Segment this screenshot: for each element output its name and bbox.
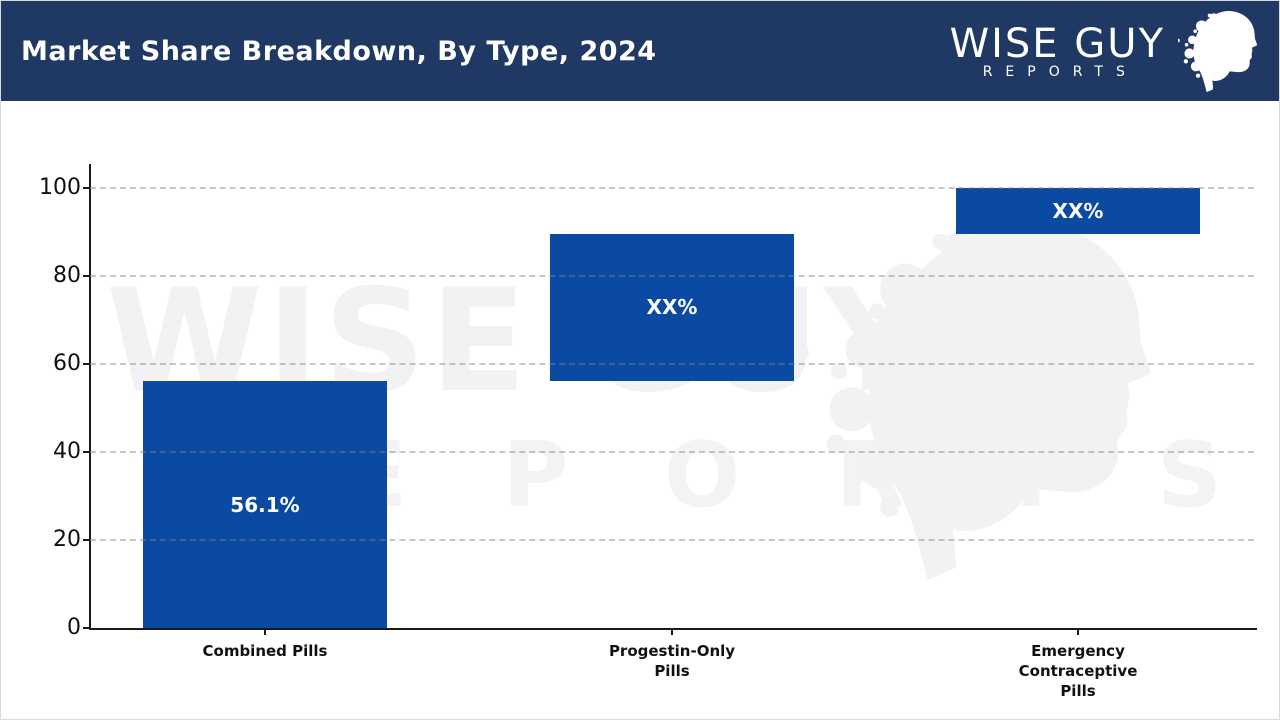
y-axis-tick-label: 0 [67,615,81,640]
y-axis-tick-mark [83,627,90,629]
gridline-y20 [90,539,1254,541]
y-axis-tick-label: 100 [39,175,81,200]
bar-progestin-only-pills: XX% [550,233,794,382]
x-axis-tick-mark [671,628,673,635]
y-axis-tick-mark [83,539,90,541]
gridline-y80 [90,275,1254,277]
y-axis-tick-label: 80 [53,263,81,288]
wise-guy-logo: WISE GUY REPORTS [950,9,1273,95]
logo-wordmark: WISE GUY [949,21,1165,68]
bar-combined-pills: 56.1% [143,381,387,628]
logo-text: WISE GUY REPORTS [950,23,1165,80]
bar-emergency-contraceptive-pills: XX% [956,188,1200,234]
header-bar: Market Share Breakdown, By Type, 2024 WI… [1,1,1279,101]
logo-head-icon [1169,9,1273,95]
gridline-y60 [90,363,1254,365]
x-axis-category-label: Combined Pills [202,642,328,660]
chart-area: WISE GUY R E P O R T S 0 20 40 60 80 100 56.1%… [1,101,1279,719]
y-axis-tick-mark [83,451,90,453]
bar-chart-plot: 0 20 40 60 80 100 56.1% XX% XX% Combined Pills Pro… [1,101,1279,719]
y-axis-tick-label: 20 [53,527,81,552]
x-axis-category-label: Progestin-Only Pills [608,642,736,680]
x-axis-tick-mark [264,628,266,635]
bar-value-label: XX% [1052,198,1104,223]
x-axis-line [89,628,1257,630]
y-axis-line [89,164,91,630]
bar-value-label: 56.1% [230,492,300,517]
bar-value-label: XX% [646,295,698,320]
y-axis-tick-mark [83,363,90,365]
y-axis-tick-label: 40 [53,439,81,464]
y-axis-tick-mark [83,187,90,189]
gridline-y100 [90,187,1254,189]
logo-subtitle: REPORTS [982,64,1138,81]
y-axis-tick-label: 60 [53,351,81,376]
x-axis-category-label: Emergency Contraceptive Pills [1018,642,1138,700]
gridline-y40 [90,451,1254,453]
page-title: Market Share Breakdown, By Type, 2024 [21,35,657,67]
y-axis-tick-mark [83,275,90,277]
x-axis-tick-mark [1077,628,1079,635]
